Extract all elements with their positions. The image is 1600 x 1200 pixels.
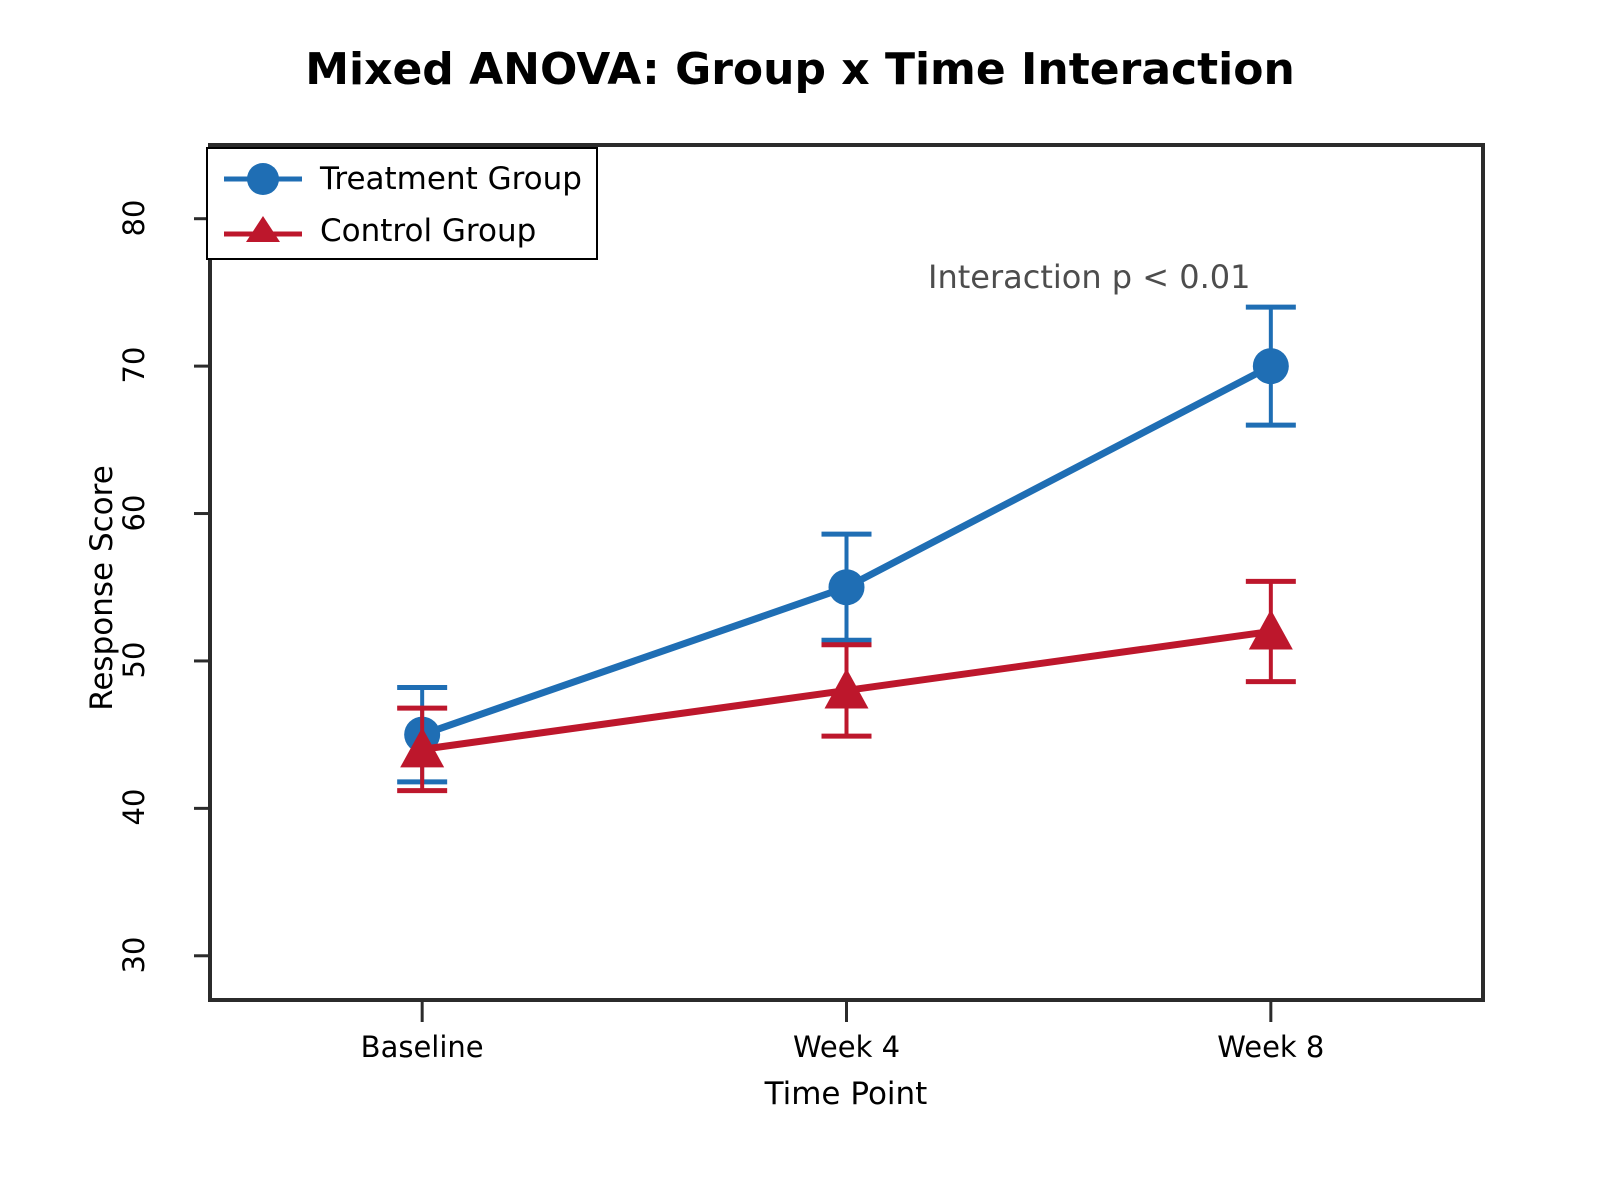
y-tick-label: 40 [117,788,151,826]
chart-legend: Treatment Group Control Group [206,147,598,260]
legend-marker-triangle-icon [220,208,306,254]
y-tick-label: 60 [117,494,151,531]
y-axis-title: Response Score [84,465,120,711]
y-tick-label: 30 [117,936,151,974]
page-title: Mixed ANOVA: Group x Time Interaction [305,44,1295,95]
axis-tick-marks [194,217,1273,1022]
y-tick-label: 70 [117,346,151,384]
interaction-pvalue-annotation: Interaction p < 0.01 [928,258,1251,296]
legend-marker-circle-icon [220,156,306,202]
data-series-layer [397,304,1296,794]
y-tick-label: 80 [117,199,151,237]
data-point-marker [824,668,869,709]
data-point-marker [1252,348,1289,385]
legend-item-treatment: Treatment Group [208,153,596,205]
x-axis-title: Time Point [764,1076,928,1112]
data-point-marker [400,727,445,768]
legend-label-treatment: Treatment Group [320,161,582,197]
x-tick-label: Week 4 [792,1030,901,1064]
data-point-marker [828,569,865,606]
legend-item-control: Control Group [208,205,596,257]
x-tick-label: Baseline [360,1030,484,1064]
y-tick-label: 50 [117,641,151,679]
legend-label-control: Control Group [320,213,537,249]
data-point-marker [1248,609,1293,650]
x-tick-label: Week 8 [1217,1030,1325,1064]
